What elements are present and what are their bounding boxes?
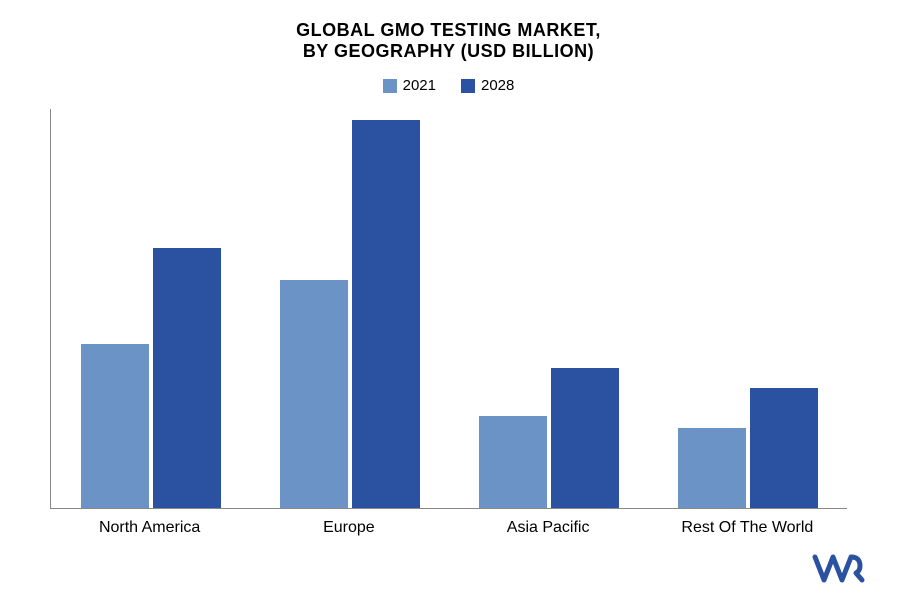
brand-logo-icon [812, 552, 872, 587]
legend-swatch-2021 [383, 79, 397, 93]
bar-asia-pacific-2028 [551, 368, 619, 508]
bar-asia-pacific-2021 [479, 416, 547, 508]
bar-rest-of-world-2028 [750, 388, 818, 508]
legend-swatch-2028 [461, 79, 475, 93]
chart-legend: 2021 2028 [30, 77, 867, 94]
title-line-1: GLOBAL GMO TESTING MARKET, [30, 20, 867, 41]
axis-label-europe: Europe [249, 519, 448, 537]
bar-group-rest-of-world [678, 109, 818, 508]
legend-item-2028: 2028 [461, 77, 514, 94]
legend-item-2021: 2021 [383, 77, 436, 94]
axis-label-north-america: North America [50, 519, 249, 537]
chart-container: GLOBAL GMO TESTING MARKET, BY GEOGRAPHY … [0, 0, 897, 597]
bar-group-europe [280, 109, 420, 508]
bar-group-asia-pacific [479, 109, 619, 508]
axis-label-rest-of-world: Rest Of The World [648, 519, 847, 537]
plot-area [50, 109, 847, 509]
bar-europe-2021 [280, 280, 348, 508]
chart-title: GLOBAL GMO TESTING MARKET, BY GEOGRAPHY … [30, 20, 867, 62]
bar-rest-of-world-2021 [678, 428, 746, 508]
bar-north-america-2028 [153, 248, 221, 508]
legend-label-2021: 2021 [403, 77, 436, 94]
axis-label-asia-pacific: Asia Pacific [449, 519, 648, 537]
title-line-2: BY GEOGRAPHY (USD BILLION) [30, 41, 867, 62]
bar-europe-2028 [352, 120, 420, 508]
x-axis-labels: North America Europe Asia Pacific Rest O… [50, 519, 847, 537]
legend-label-2028: 2028 [481, 77, 514, 94]
bar-group-north-america [81, 109, 221, 508]
bar-north-america-2021 [81, 344, 149, 508]
